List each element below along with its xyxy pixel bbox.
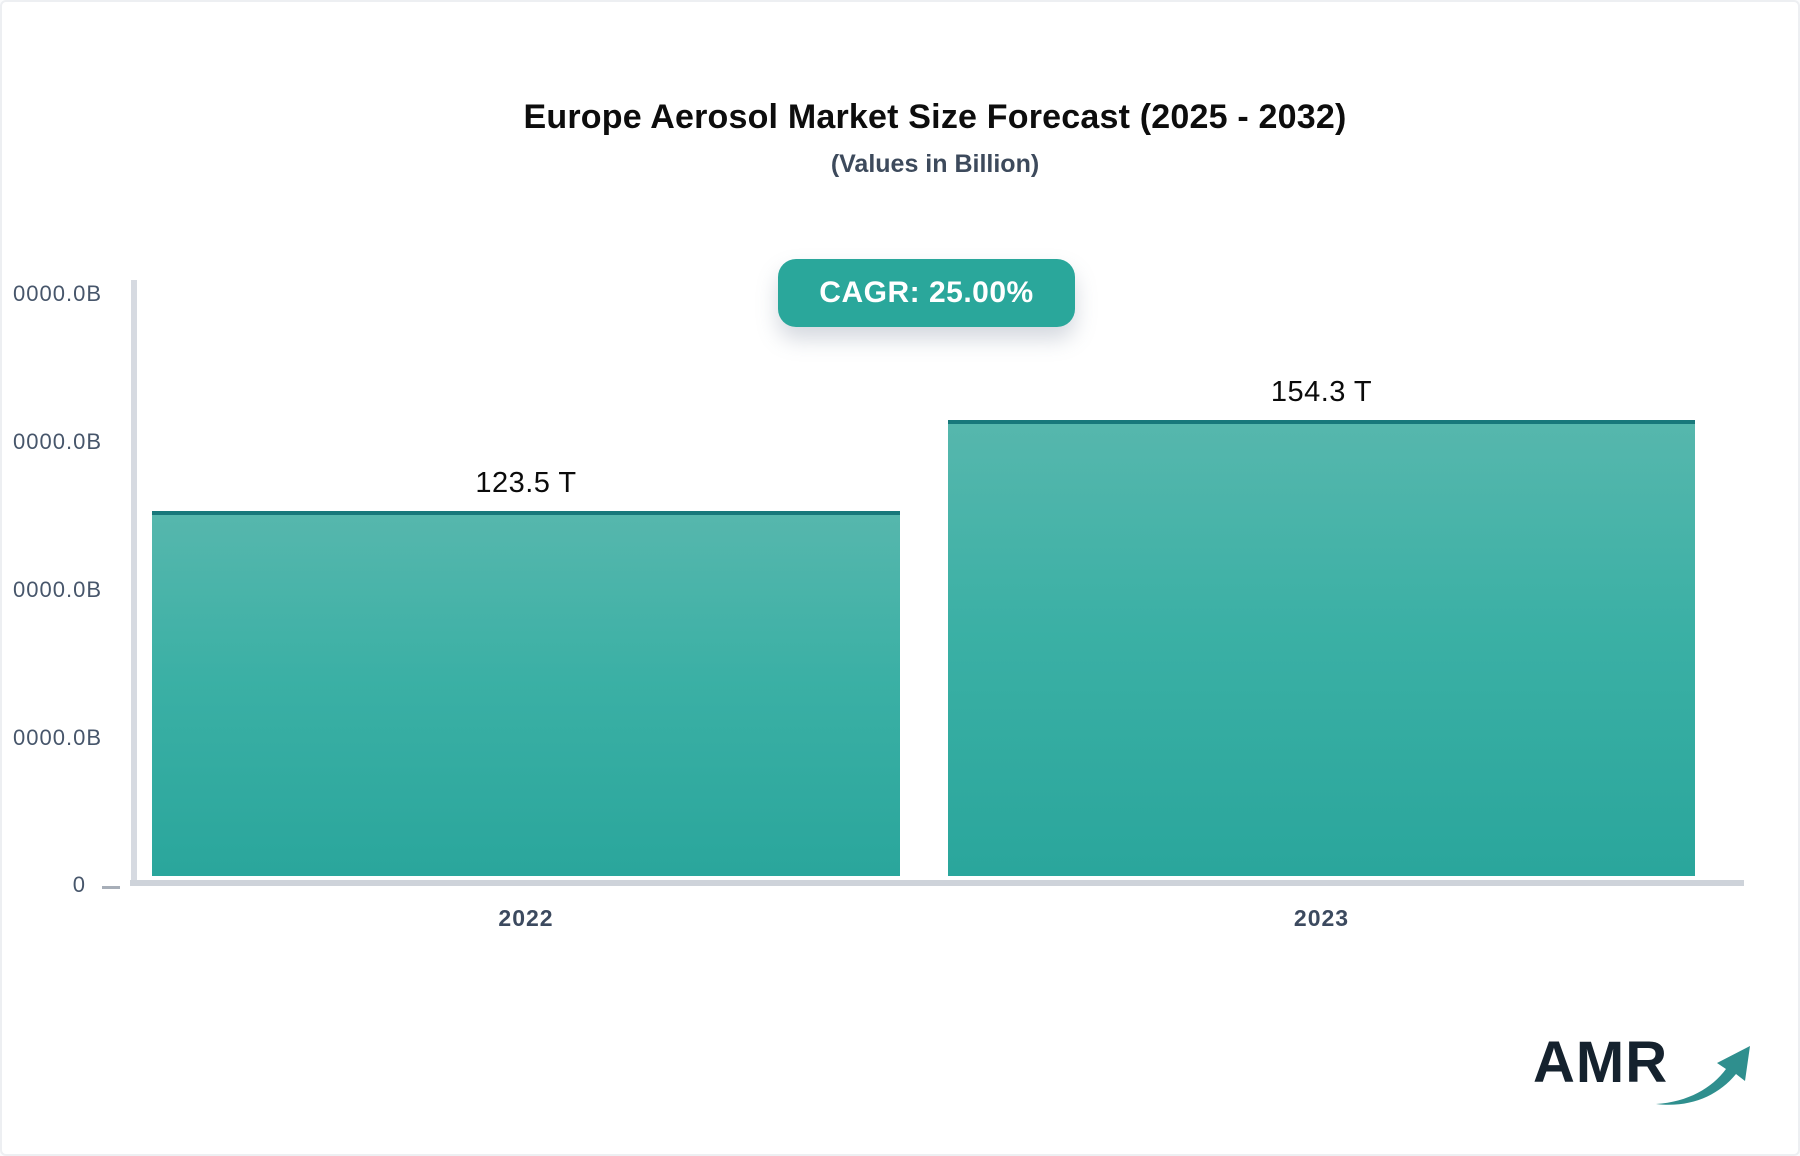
x-axis-label-2022: 2022 [498, 905, 554, 931]
bar-2022: 123.5 T [152, 467, 900, 876]
amr-logo: AMR [1533, 1034, 1758, 1119]
bar-2023-value-label: 154.3 T [1270, 376, 1373, 408]
zero-tick-mark [102, 886, 120, 889]
cagr-badge-label: CAGR: 25.00% [819, 276, 1034, 309]
cagr-badge: CAGR: 25.00% [778, 259, 1075, 327]
chart-title: Europe Aerosol Market Size Forecast (202… [523, 98, 1347, 136]
y-tick-label-zero: 0 [72, 872, 86, 897]
x-axis-line [130, 880, 1744, 886]
bar-2022-value-label: 123.5 T [475, 467, 577, 499]
y-tick-label: 0000.0B [13, 281, 102, 306]
y-tick-label: 0000.0B [13, 725, 102, 750]
amr-logo-text: AMR [1533, 1030, 1669, 1095]
bar-2023: 154.3 T [948, 376, 1695, 876]
logo-growth-arrow-icon [1654, 1038, 1758, 1119]
x-axis-label-2023: 2023 [1293, 905, 1350, 931]
y-tick-label: 0000.0B [13, 577, 102, 602]
y-axis-line [131, 280, 137, 886]
y-tick-label: 0000.0B [13, 429, 102, 454]
chart-subtitle: (Values in Billion) [830, 150, 1040, 178]
